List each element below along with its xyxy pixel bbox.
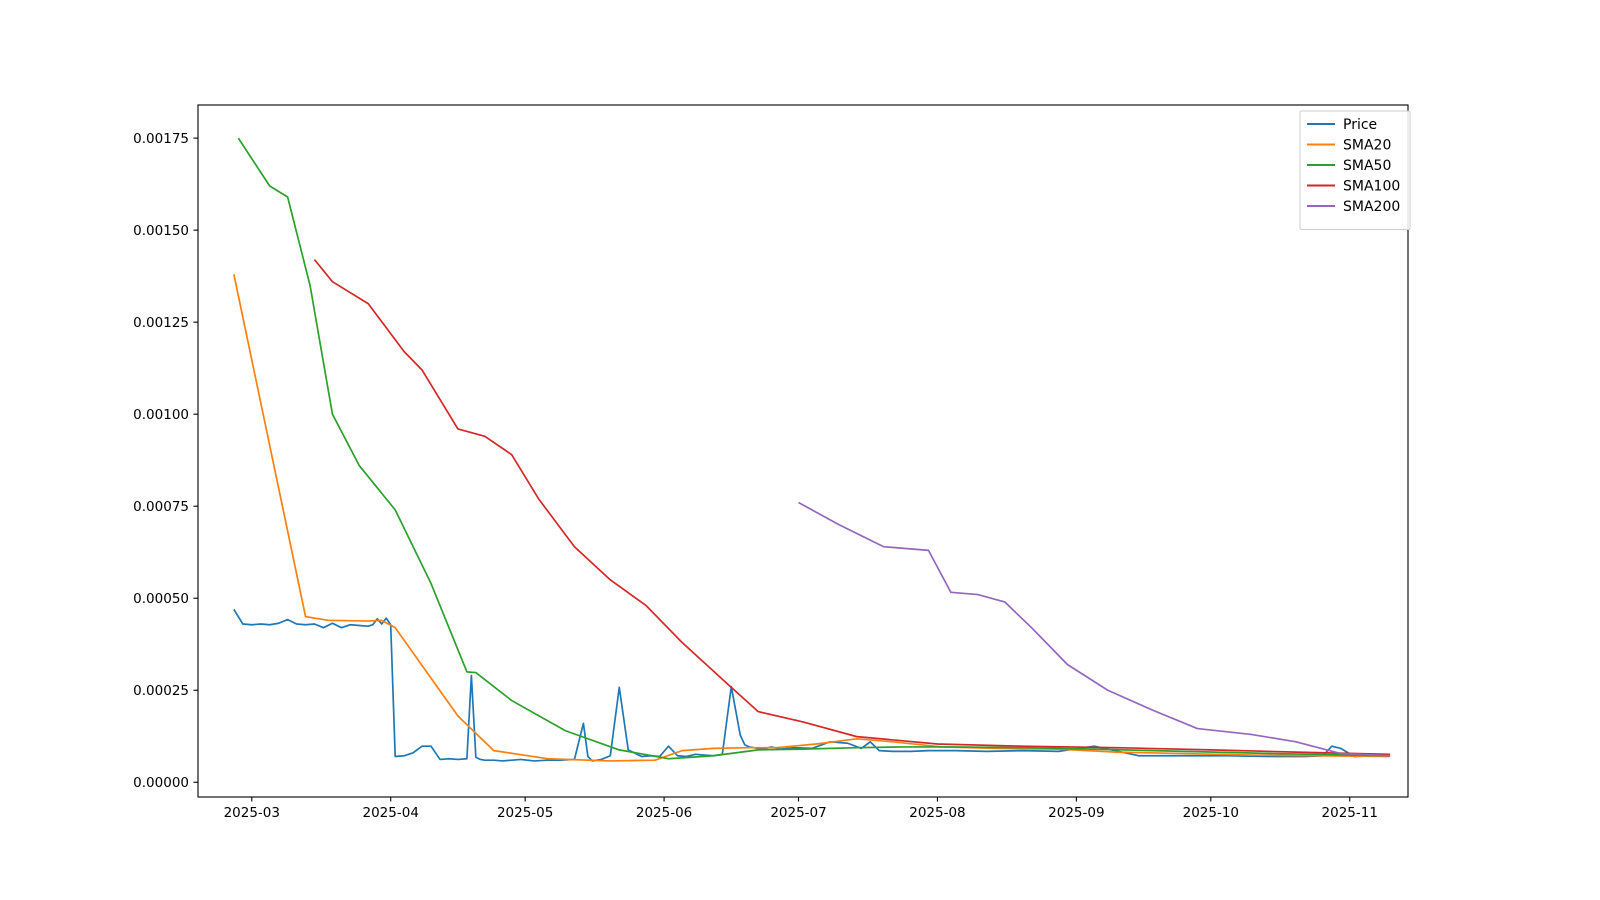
legend-label-sma20[interactable]: SMA20 xyxy=(1343,137,1391,153)
legend-label-sma100[interactable]: SMA100 xyxy=(1343,178,1400,194)
series-line-price xyxy=(233,608,1391,762)
x-tick-label: 2025-04 xyxy=(363,805,419,821)
x-tick-label: 2025-09 xyxy=(1048,805,1104,821)
y-tick-label: 0.00100 xyxy=(133,407,189,423)
x-tick-label: 2025-08 xyxy=(909,805,965,821)
series-line-sma50 xyxy=(237,137,1391,760)
y-axis-ticks: 0.00000 0.00025 0.00050 0.00075 0.00100 0.001… xyxy=(133,131,198,791)
x-tick-label: 2025-10 xyxy=(1183,805,1239,821)
y-tick-label: 0.00025 xyxy=(133,683,189,699)
legend-background xyxy=(1299,110,1411,230)
x-tick-label: 2025-03 xyxy=(224,805,280,821)
x-tick-label: 2025-11 xyxy=(1322,805,1378,821)
y-tick-label: 0.00175 xyxy=(133,131,189,147)
axes-background xyxy=(198,105,1408,797)
axes-frame xyxy=(197,104,1409,798)
x-tick-label: 2025-07 xyxy=(770,805,826,821)
y-tick-label: 0.00050 xyxy=(133,591,189,607)
series-line-sma100 xyxy=(313,259,1391,756)
series-line-sma20 xyxy=(233,274,1391,762)
legend-label-sma200[interactable]: SMA200 xyxy=(1343,199,1400,215)
y-tick-label: 0.00000 xyxy=(133,775,189,791)
y-tick-label: 0.00125 xyxy=(133,315,189,331)
legend-label-price[interactable]: Price xyxy=(1343,117,1377,133)
chart-legend[interactable]: Price SMA20 SMA50 SMA100 SMA200 xyxy=(1299,110,1411,230)
series-line-sma200 xyxy=(798,501,1391,757)
x-axis-ticks: 2025-03 2025-04 2025-05 2025-06 2025-07 2025-… xyxy=(224,797,1378,821)
y-tick-label: 0.00075 xyxy=(133,499,189,515)
y-tick-label: 0.00150 xyxy=(133,223,189,239)
data-series-group xyxy=(233,137,1391,762)
x-tick-label: 2025-05 xyxy=(497,805,553,821)
x-tick-label: 2025-06 xyxy=(636,805,692,821)
legend-label-sma50[interactable]: SMA50 xyxy=(1343,158,1391,174)
